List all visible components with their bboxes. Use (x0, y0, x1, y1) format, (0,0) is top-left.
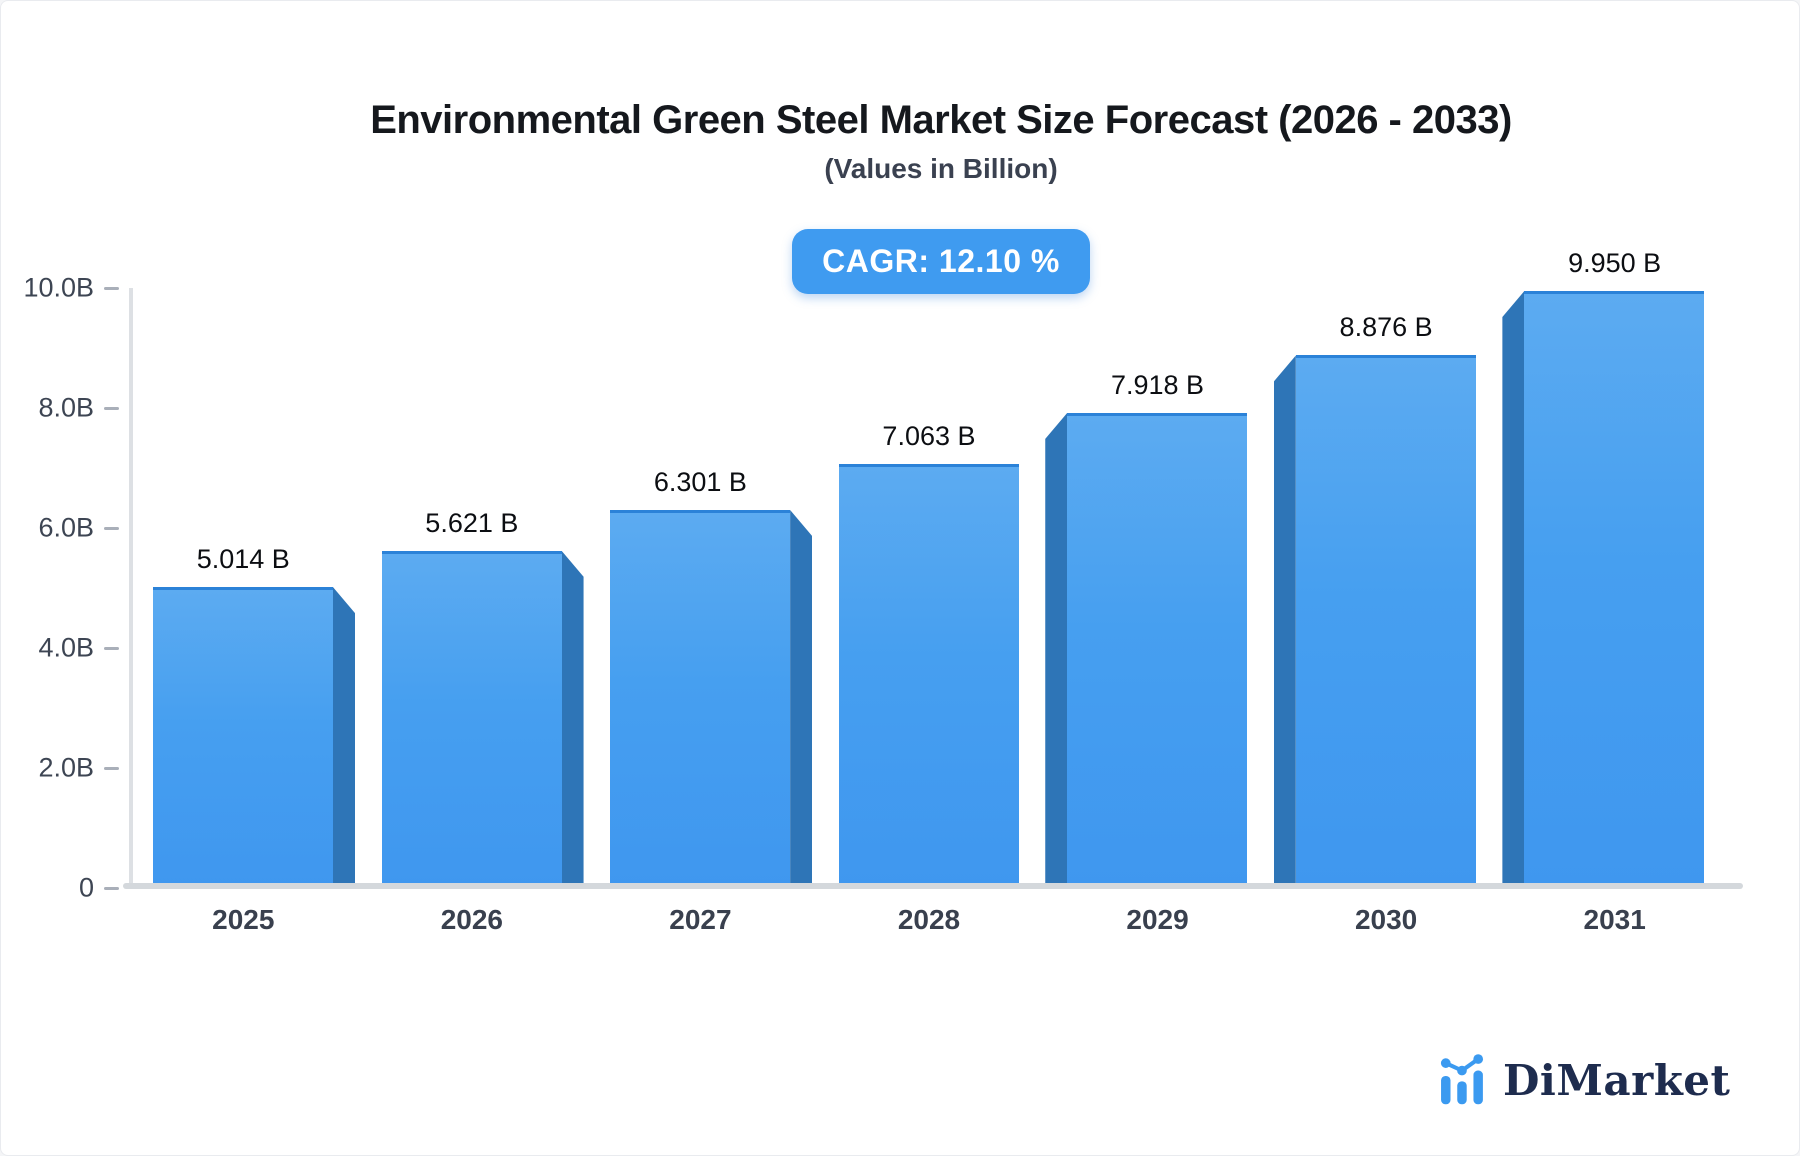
bar-column: 9.950 B (1500, 248, 1729, 888)
bar-column: 5.621 B (358, 288, 587, 888)
y-axis-tick-label: 2.0B (38, 752, 94, 783)
x-axis-label: 2027 (669, 904, 732, 935)
bar-side-face (561, 550, 584, 888)
bar (381, 550, 562, 888)
x-axis-label: 2030 (1354, 904, 1418, 935)
bar-column: 5.014 B (129, 288, 358, 888)
bar-column: 7.063 B (815, 288, 1044, 888)
bar-column: 7.918 B (1043, 288, 1272, 888)
brand-logo: DiMarket (1437, 1053, 1730, 1107)
bar-side-face (790, 509, 813, 888)
y-axis-tick (104, 287, 119, 290)
bar-columns: 5.014 B 5.621 B 6.301 B 7.063 B 7.918 B 8.876… (129, 248, 1729, 888)
y-axis-tick-label: 10.0B (23, 272, 94, 303)
bar-line-chart-icon (1440, 1054, 1484, 1105)
bar-side-face (1273, 355, 1296, 888)
x-axis-label: 2025 (212, 904, 275, 935)
cagr-badge: CAGR: 12.10 % (792, 229, 1090, 294)
bar-side-face (333, 587, 355, 888)
bar-value-label: 6.301 B (653, 466, 747, 497)
y-axis-tick (104, 407, 119, 410)
bar (1295, 355, 1476, 888)
bar-value-label: 5.621 B (425, 507, 519, 538)
bar (610, 509, 791, 888)
bar-column: 6.301 B (586, 288, 815, 888)
bar (1524, 291, 1705, 888)
y-axis-tick (104, 647, 119, 650)
y-axis-tick (104, 527, 119, 530)
bar-column: 8.876 B (1272, 288, 1501, 888)
y-axis-tick-label: 6.0B (38, 512, 94, 543)
bar (838, 464, 1019, 888)
y-axis-tick (104, 887, 119, 890)
x-axis-label: 2026 (440, 904, 503, 935)
bar-side-face (1502, 291, 1525, 888)
bar-value-label: 8.876 B (1339, 312, 1433, 343)
y-axis-line (129, 288, 133, 888)
x-axis-label: 2028 (897, 904, 961, 935)
bar-side-face (1045, 412, 1068, 888)
x-axis-label: 2031 (1583, 904, 1646, 935)
chart-header: Environmental Green Steel Market Size Fo… (141, 97, 1741, 294)
chart-title: Environmental Green Steel Market Size Fo… (370, 98, 1512, 142)
brand-logo-text: DiMarket (1503, 1055, 1731, 1105)
bar-value-label: 7.918 B (1110, 369, 1205, 400)
chart-subtitle: (Values in Billion) (824, 153, 1058, 184)
y-axis-tick-label: 8.0B (38, 392, 94, 423)
y-axis-tick-label: 0 (78, 872, 94, 903)
bar-value-label: 5.014 B (196, 544, 290, 575)
bar-value-label: 7.063 B (882, 421, 976, 452)
x-axis-label: 2029 (1126, 904, 1189, 935)
y-axis-tick-label: 4.0B (38, 632, 94, 663)
bar (1067, 412, 1248, 888)
x-axis-line (123, 883, 1743, 889)
y-axis-tick (104, 767, 119, 770)
bar-value-label: 9.950 B (1568, 248, 1662, 278)
x-axis-row: 2025 2026 2027 2028 2029 2030 2031 (129, 904, 1729, 936)
bar (153, 587, 333, 888)
